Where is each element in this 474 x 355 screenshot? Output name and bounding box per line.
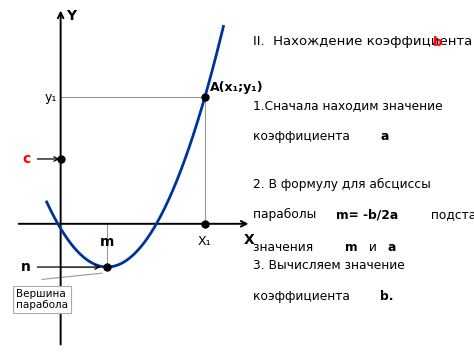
Text: и: и <box>365 241 381 254</box>
Text: II.  Нахождение коэффициента: II. Нахождение коэффициента <box>254 36 474 49</box>
Text: b: b <box>433 36 442 49</box>
Text: A(x₁;y₁): A(x₁;y₁) <box>210 81 263 94</box>
Text: значения: значения <box>254 241 318 254</box>
Text: Вершина
парабола: Вершина парабола <box>16 289 68 310</box>
Text: коэффициента: коэффициента <box>254 290 354 303</box>
Text: 3. Вычисляем значение: 3. Вычисляем значение <box>254 259 405 272</box>
Text: 1.Сначала находим значение: 1.Сначала находим значение <box>254 99 443 113</box>
Text: коэффициента: коэффициента <box>254 130 354 143</box>
Text: Y: Y <box>66 9 76 23</box>
Text: подставляем: подставляем <box>427 208 474 221</box>
Text: b.: b. <box>381 290 394 303</box>
Text: y₁: y₁ <box>45 91 57 104</box>
Text: m: m <box>345 241 357 254</box>
Text: m: m <box>100 235 114 248</box>
Text: m= -b/2a: m= -b/2a <box>336 208 398 221</box>
Text: X₁: X₁ <box>198 235 211 247</box>
Text: c: c <box>23 152 31 166</box>
Text: a: a <box>387 241 395 254</box>
Text: параболы: параболы <box>254 208 321 221</box>
Text: X: X <box>244 233 255 247</box>
Text: a: a <box>381 130 389 143</box>
Text: 2. В формулу для абсциссы: 2. В формулу для абсциссы <box>254 178 431 191</box>
Text: n: n <box>21 260 31 274</box>
